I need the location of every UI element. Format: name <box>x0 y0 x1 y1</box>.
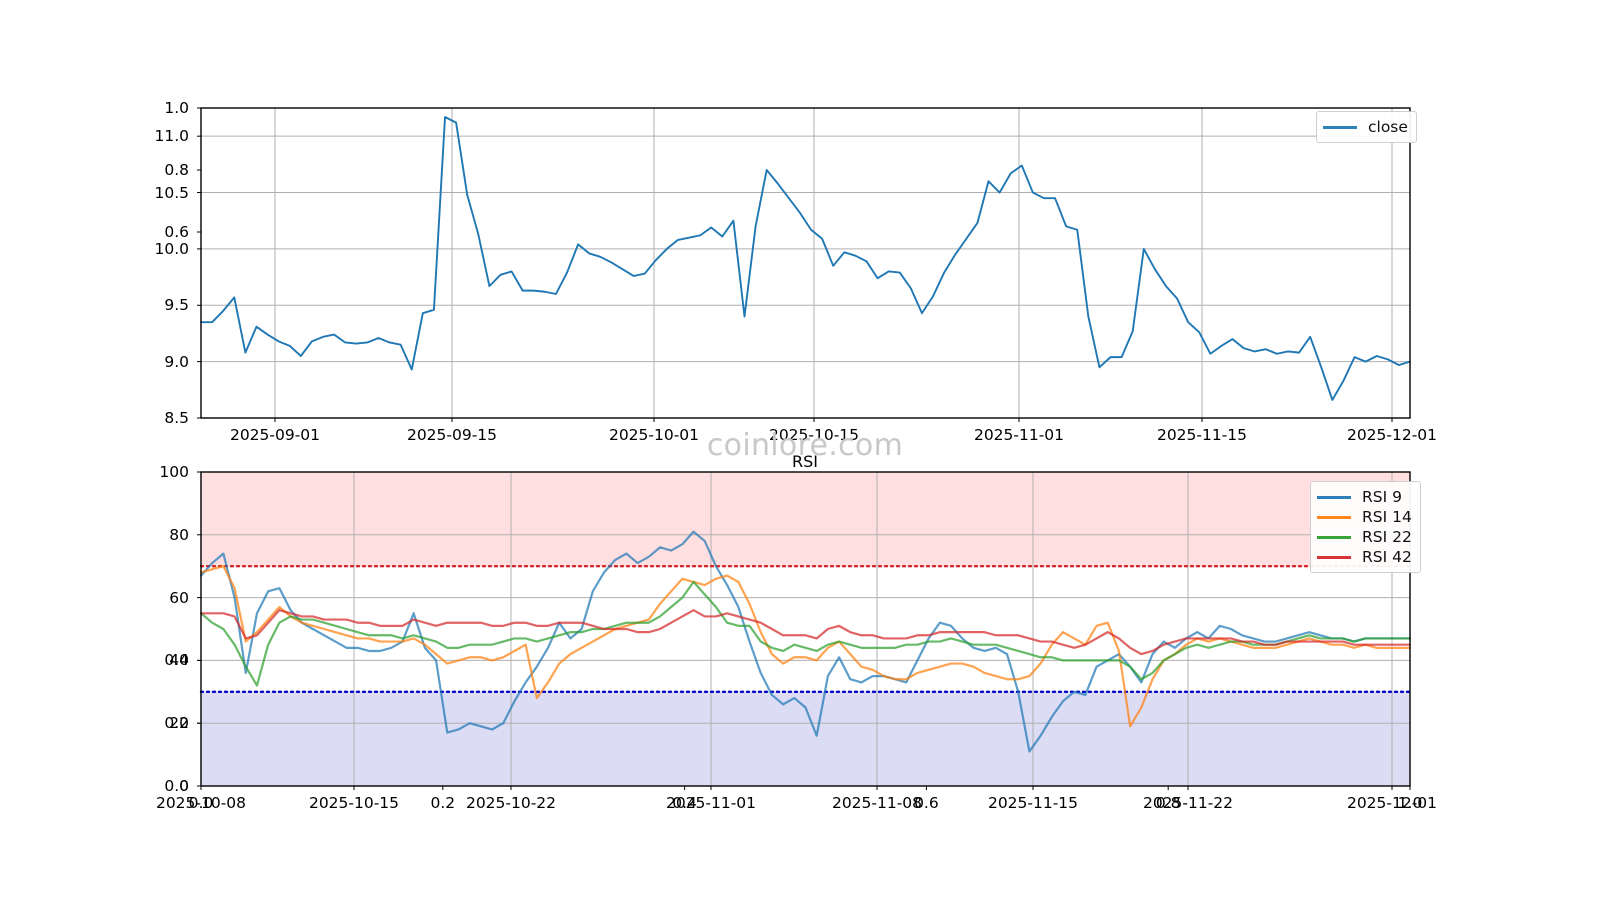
legend-label: RSI 42 <box>1362 548 1412 566</box>
rsi-x-tick-label: 2025-12-01 <box>1346 794 1438 812</box>
rsi-line-rsi-22 <box>199 580 1412 687</box>
rsi-band <box>201 691 1410 786</box>
price-x-tick-label: 2025-10-01 <box>608 426 700 444</box>
price-y-tick-label: 8.5 <box>164 409 189 427</box>
rsi-y-tick-label: 100 <box>159 463 189 481</box>
price-y-tick-label: 10.5 <box>154 183 189 202</box>
rsi-x-tick-label: 2025-10-22 <box>465 794 557 812</box>
rsi-x-tick-label: 2025-10-15 <box>308 794 400 812</box>
watermark-coinlore: coinlore.com <box>706 428 904 463</box>
legend-label: RSI 22 <box>1362 528 1412 546</box>
rsi-x-tick-label-secondary: 0.6 <box>914 794 939 812</box>
rsi-y-tick-label: 60 <box>169 588 189 607</box>
legend-color-swatch <box>1317 515 1351 519</box>
rsi-legend[interactable]: RSI 9 RSI 14 RSI 22 RSI 42 <box>1310 481 1421 573</box>
legend-label: RSI 14 <box>1362 508 1412 526</box>
rsi-x-tick-label-secondary: 0.2 <box>430 794 456 812</box>
price-close-line <box>200 116 1411 401</box>
rsi-y-tick-label-secondary: 0.2 <box>164 714 189 733</box>
rsi-x-tick-label: 2025-11-01 <box>665 794 757 812</box>
price-x-tick-label: 2025-12-01 <box>1346 426 1438 444</box>
price-x-tick-label: 2025-09-15 <box>406 426 498 444</box>
price-x-tick-label: 2025-11-01 <box>973 426 1065 444</box>
price-x-tick-label: 2025-10-15 <box>768 426 860 444</box>
rsi-line-rsi-42 <box>199 609 1412 656</box>
rsi-y-tick-label: 20 <box>169 714 189 733</box>
legend-color-swatch <box>1323 125 1357 129</box>
rsi-y-tick-label-secondary: 0.4 <box>164 651 189 670</box>
legend-item[interactable]: RSI 14 <box>1317 507 1412 527</box>
price-legend[interactable]: close <box>1316 111 1417 143</box>
rsi-x-tick-label-secondary: 0.4 <box>672 794 697 812</box>
rsi-x-tick-label-secondary: 0.8 <box>1155 794 1181 812</box>
rsi-x-tick-label-secondary: 0.0 <box>188 794 214 812</box>
rsi-x-tick-label: 2025-10-08 <box>155 794 247 812</box>
legend-item[interactable]: RSI 22 <box>1317 527 1412 547</box>
rsi-x-tick-label: 2025-11-22 <box>1142 794 1234 812</box>
rsi-line-rsi-14 <box>199 565 1412 728</box>
rsi-x-tick-label: 2025-11-15 <box>987 794 1079 812</box>
price-x-tick-label: 2025-09-01 <box>229 426 321 444</box>
legend-color-swatch <box>1317 555 1351 559</box>
price-y-tick-label-secondary: 1.0 <box>164 99 189 117</box>
legend-label: RSI 9 <box>1362 488 1402 506</box>
price-x-tick-label: 2025-11-15 <box>1156 426 1248 444</box>
price-y-tick-label: 9.5 <box>164 296 189 315</box>
rsi-band <box>201 472 1410 567</box>
legend-item[interactable]: RSI 42 <box>1317 547 1412 567</box>
price-y-tick-label: 9.0 <box>164 352 189 371</box>
legend-item[interactable]: close <box>1323 117 1408 137</box>
price-y-tick-label: 11.0 <box>154 127 189 146</box>
legend-item[interactable]: RSI 9 <box>1317 487 1412 507</box>
rsi-x-tick-label: 2025-11-08 <box>831 794 923 812</box>
legend-color-swatch <box>1317 535 1351 539</box>
rsi-y-tick-label-secondary: 0.0 <box>164 777 189 795</box>
rsi-y-tick-label: 40 <box>169 651 189 670</box>
price-y-tick-label-secondary: 0.8 <box>164 161 189 179</box>
rsi-y-tick-label: 0 <box>179 777 189 795</box>
rsi-panel-title: RSI <box>792 452 818 471</box>
rsi-y-tick-label: 80 <box>169 525 189 544</box>
legend-color-swatch <box>1317 495 1351 499</box>
price-y-tick-label-secondary: 0.6 <box>164 223 189 241</box>
price-y-tick-label: 10.0 <box>154 239 189 258</box>
rsi-x-tick-label-secondary: 1.0 <box>1397 794 1423 812</box>
legend-label: close <box>1368 118 1408 136</box>
